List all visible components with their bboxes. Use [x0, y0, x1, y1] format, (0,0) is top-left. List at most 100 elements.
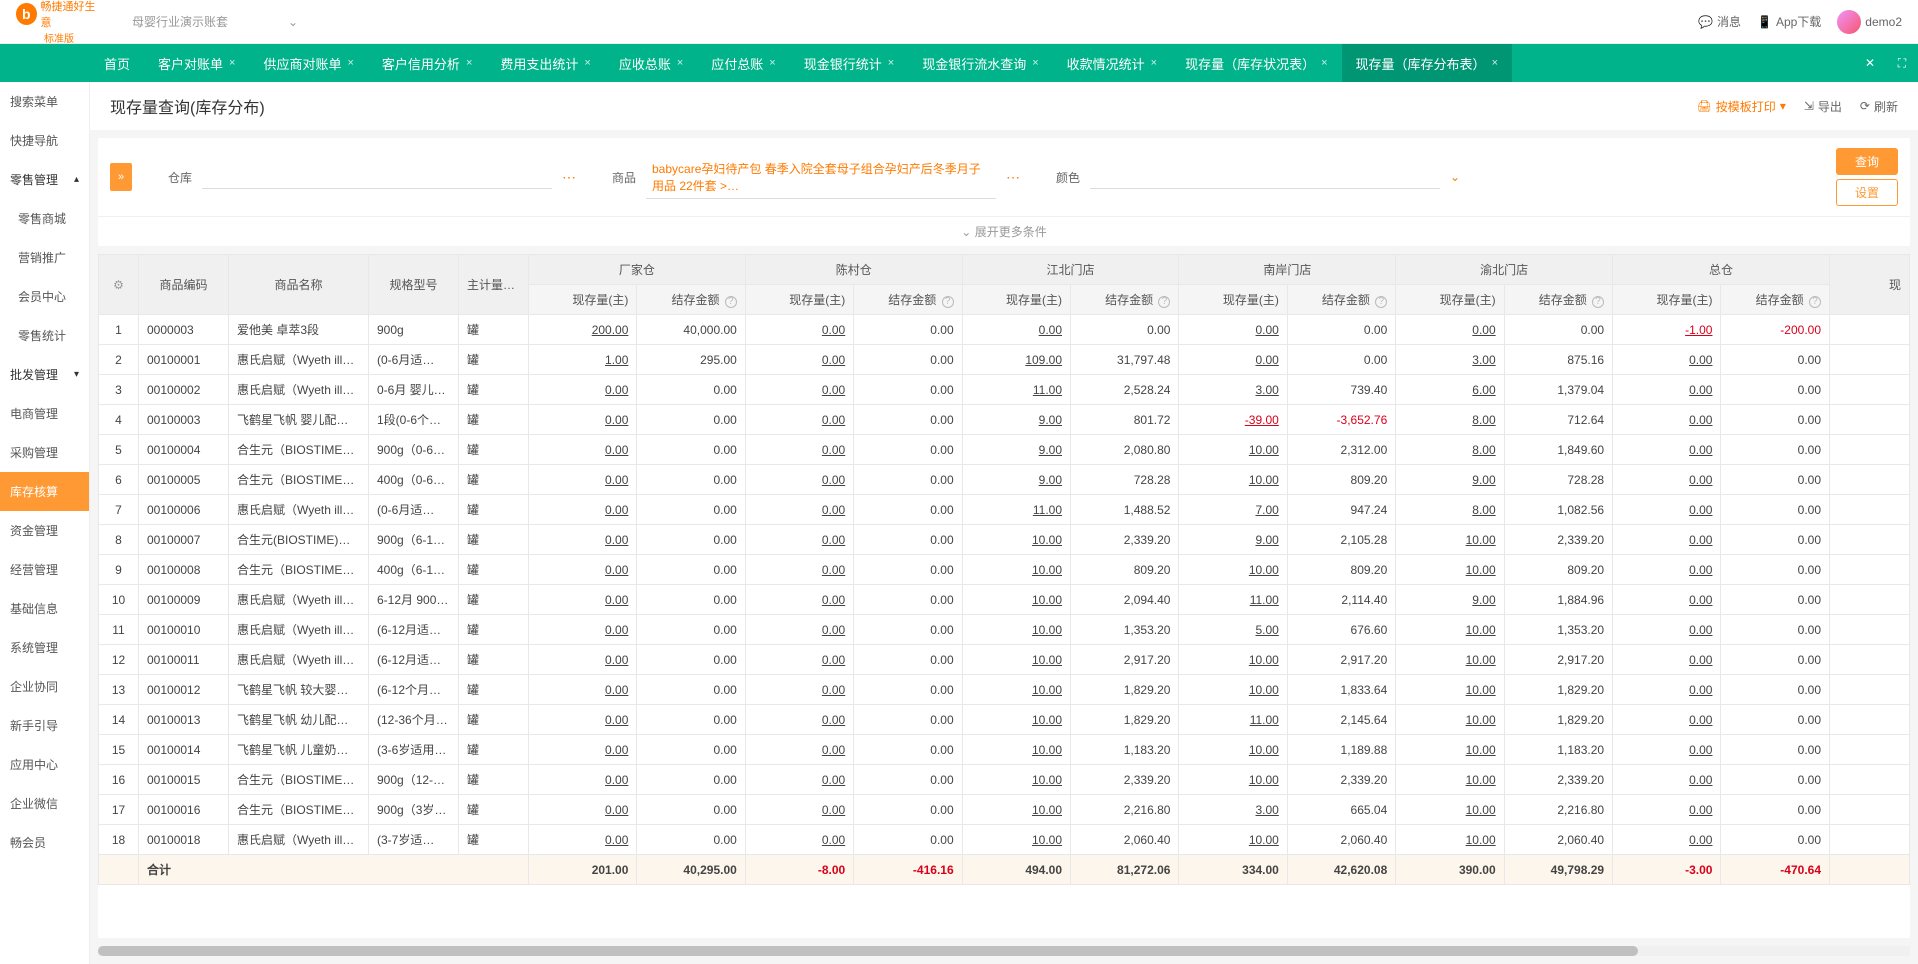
table-row: 500100004合生元（BIOSTIME）…900g（0-6…罐0.000.0… [99, 435, 1910, 465]
info-icon[interactable]: ? [1158, 296, 1170, 308]
search-button[interactable]: 查询 [1836, 148, 1898, 175]
sidebar-item-经营管理[interactable]: 经营管理 [0, 550, 89, 589]
tab-应收总账[interactable]: 应收总账× [605, 44, 697, 82]
col-qty: 现存量(主) [1396, 285, 1504, 315]
refresh-icon: ⟳ [1860, 99, 1870, 113]
warehouse-picker-icon[interactable]: ⋯ [562, 169, 576, 186]
print-button[interactable]: 🖨按模板打印 ▾ [1697, 98, 1786, 115]
tab-首页[interactable]: 首页 [90, 44, 144, 82]
horizontal-scrollbar[interactable] [98, 946, 1910, 956]
chevron-up-icon: ▴ [74, 174, 79, 185]
fullscreen-icon[interactable]: ⛶ [1886, 56, 1918, 71]
col-qty: 现存量(主) [529, 285, 637, 315]
sidebar-item-基础信息[interactable]: 基础信息 [0, 589, 89, 628]
org-dropdown[interactable]: 母婴行业演示账套 ⌄ [132, 13, 298, 30]
sidebar-item-企业微信[interactable]: 企业微信 [0, 784, 89, 823]
data-table: ⚙商品编码商品名称规格型号主计量单位厂家仓陈村仓江北门店南岸门店渝北门店总仓现现… [98, 254, 1910, 938]
col-group: 江北门店 [962, 255, 1179, 285]
sidebar-item-电商管理[interactable]: 电商管理 [0, 394, 89, 433]
sidebar-item-搜索菜单[interactable]: 搜索菜单 [0, 82, 89, 121]
sidebar-item-企业协同[interactable]: 企业协同 [0, 667, 89, 706]
sidebar-item-零售统计[interactable]: 零售统计 [0, 316, 89, 355]
col-unit: 主计量单位 [459, 255, 529, 315]
sidebar-item-零售管理[interactable]: 零售管理▴ [0, 160, 89, 199]
close-icon[interactable]: × [1151, 57, 1157, 69]
tab-close-all-icon[interactable]: ✕ [1854, 56, 1886, 70]
table-row: 1600100015合生元（BIOSTIME）…900g（12-…罐0.000.… [99, 765, 1910, 795]
sidebar-item-批发管理[interactable]: 批发管理▾ [0, 355, 89, 394]
info-icon[interactable]: ? [1592, 296, 1604, 308]
tab-现金银行流水查询[interactable]: 现金银行流水查询× [908, 44, 1052, 82]
tab-现金银行统计[interactable]: 现金银行统计× [790, 44, 908, 82]
app-download-link[interactable]: 📱App下载 [1757, 13, 1821, 30]
product-input[interactable]: babycare孕妇待产包 春季入院全套母子组合孕妇产后冬季月子用品 22件套 … [646, 156, 996, 199]
close-icon[interactable]: × [677, 57, 683, 69]
info-icon[interactable]: ? [1809, 296, 1821, 308]
tab-现存量（库存分布表）[interactable]: 现存量（库存分布表）× [1342, 44, 1512, 82]
messages-link[interactable]: 💬消息 [1698, 13, 1741, 30]
sidebar-item-新手引导[interactable]: 新手引导 [0, 706, 89, 745]
expand-filters-toggle[interactable]: ⌄ 展开更多条件 [98, 216, 1910, 246]
table-row: 1500100014飞鹤星飞帆 儿童奶粉 4…(3-6岁适用)…罐0.000.0… [99, 735, 1910, 765]
sidebar-item-资金管理[interactable]: 资金管理 [0, 511, 89, 550]
avatar [1837, 10, 1861, 34]
close-icon[interactable]: × [466, 57, 472, 69]
gear-icon[interactable]: ⚙ [113, 278, 124, 292]
export-button[interactable]: ⇲导出 [1804, 98, 1842, 115]
sidebar-item-快捷导航[interactable]: 快捷导航 [0, 121, 89, 160]
table-row: 900100008合生元（BIOSTIME）…400g（6-1…罐0.000.0… [99, 555, 1910, 585]
chevron-down-icon: ⌄ [961, 225, 974, 239]
close-icon[interactable]: × [1492, 57, 1498, 69]
warehouse-input[interactable] [202, 166, 552, 189]
col-qty: 现存量(主) [1179, 285, 1287, 315]
settings-button[interactable]: 设置 [1836, 179, 1898, 206]
tab-应付总账[interactable]: 应付总账× [697, 44, 789, 82]
close-icon[interactable]: × [769, 57, 775, 69]
logo-icon: b [16, 3, 37, 25]
scrollbar-thumb[interactable] [98, 946, 1638, 956]
close-icon[interactable]: × [1321, 57, 1327, 69]
sidebar-item-零售商城[interactable]: 零售商城 [0, 199, 89, 238]
col-group: 南岸门店 [1179, 255, 1396, 285]
sidebar-item-应用中心[interactable]: 应用中心 [0, 745, 89, 784]
user-menu[interactable]: demo2 [1837, 10, 1902, 34]
tab-现存量（库存状况表）[interactable]: 现存量（库存状况表）× [1171, 44, 1341, 82]
close-icon[interactable]: × [229, 57, 235, 69]
top-bar: b 畅捷通好生意 标准版 母婴行业演示账套 ⌄ 💬消息 📱App下载 demo2 [0, 0, 1918, 44]
close-icon[interactable]: × [1032, 57, 1038, 69]
product-picker-icon[interactable]: ⋯ [1006, 169, 1020, 186]
refresh-button[interactable]: ⟳刷新 [1860, 98, 1898, 115]
filter-panel: » 仓库 ⋯ 商品 babycare孕妇待产包 春季入院全套母子组合孕妇产后冬季… [98, 138, 1910, 246]
warehouse-label: 仓库 [162, 169, 192, 186]
info-icon[interactable]: ? [725, 296, 737, 308]
tab-收款情况统计[interactable]: 收款情况统计× [1053, 44, 1171, 82]
sidebar-item-畅会员[interactable]: 畅会员 [0, 823, 89, 862]
tab-费用支出统计[interactable]: 费用支出统计× [486, 44, 604, 82]
tab-bar: 首页客户对账单×供应商对账单×客户信用分析×费用支出统计×应收总账×应付总账×现… [0, 44, 1918, 82]
sidebar-item-营销推广[interactable]: 营销推广 [0, 238, 89, 277]
sidebar-item-库存核算[interactable]: 库存核算 [0, 472, 89, 511]
table-row: 700100006惠氏启赋（Wyeth illu…(0-6月适…罐0.000.0… [99, 495, 1910, 525]
table-row: 1200100011惠氏启赋（Wyeth illu…(6-12月适…罐0.000… [99, 645, 1910, 675]
sidebar-item-采购管理[interactable]: 采购管理 [0, 433, 89, 472]
table-row: 400100003飞鹤星飞帆 婴儿配方奶…1段(0-6个…罐0.000.000.… [99, 405, 1910, 435]
logo-sub: 标准版 [44, 30, 74, 45]
close-icon[interactable]: × [347, 57, 353, 69]
color-input[interactable] [1090, 166, 1440, 189]
info-icon[interactable]: ? [942, 296, 954, 308]
chevron-down-icon[interactable]: ⌄ [1450, 170, 1460, 184]
col-amt: 结存金额 ? [637, 285, 745, 315]
col-extra: 现 [1830, 255, 1910, 315]
filter-collapse-toggle[interactable]: » [110, 163, 132, 191]
tab-供应商对账单[interactable]: 供应商对账单× [249, 44, 367, 82]
tab-客户对账单[interactable]: 客户对账单× [144, 44, 249, 82]
page-header: 现存量查询(库存分布) 🖨按模板打印 ▾ ⇲导出 ⟳刷新 [90, 82, 1918, 130]
close-icon[interactable]: × [888, 57, 894, 69]
sidebar-item-会员中心[interactable]: 会员中心 [0, 277, 89, 316]
info-icon[interactable]: ? [1375, 296, 1387, 308]
tab-客户信用分析[interactable]: 客户信用分析× [368, 44, 486, 82]
close-icon[interactable]: × [584, 57, 590, 69]
sidebar-item-系统管理[interactable]: 系统管理 [0, 628, 89, 667]
message-icon: 💬 [1698, 15, 1713, 29]
col-group: 渝北门店 [1396, 255, 1613, 285]
